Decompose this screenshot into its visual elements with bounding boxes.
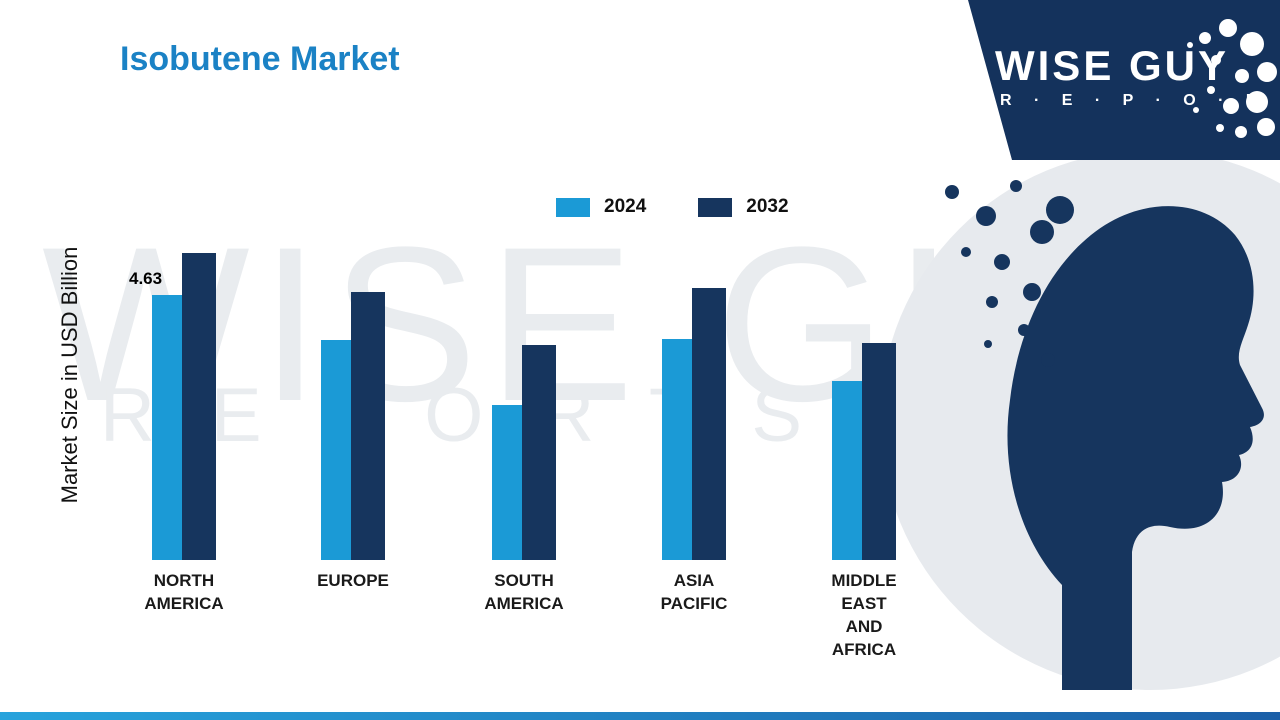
bar-group-middle-east-and-africa: MIDDLE EAST AND AFRICA: [799, 190, 929, 659]
category-label: MIDDLE EAST AND AFRICA: [831, 571, 897, 659]
legend-swatch-2032: [698, 197, 733, 217]
y-axis-label: Market Size in USD Billion: [57, 246, 82, 504]
footer-accent-stripe: [0, 712, 1280, 720]
category-label: ASIA PACIFIC: [660, 571, 728, 613]
bar-2024-europe: [321, 340, 351, 560]
legend-item-2032: 2032: [698, 196, 789, 218]
category-label: NORTH AMERICA: [144, 571, 224, 613]
legend-label-2024: 2024: [604, 196, 647, 217]
chart-legend: 2024 2032: [556, 196, 789, 218]
bar-2024-south-america: [492, 405, 522, 560]
bar-value-label: 4.63: [129, 269, 163, 288]
bar-group-europe: EUROPE: [288, 190, 418, 590]
bar-2032-europe: [351, 292, 385, 560]
legend-label-2032: 2032: [746, 196, 789, 217]
legend-swatch-2024: [556, 197, 590, 217]
bar-2024-asia-pacific: [662, 339, 692, 560]
bar-2024-north-america: [152, 295, 182, 560]
legend-item-2024: 2024: [556, 196, 646, 218]
bar-2032-north-america: [182, 253, 216, 560]
bar-2032-asia-pacific: [692, 288, 726, 560]
category-label: SOUTH AMERICA: [484, 571, 564, 613]
bar-2032-south-america: [522, 345, 556, 560]
bar-2024-middle-east-and-africa: [832, 381, 862, 560]
category-label: EUROPE: [317, 571, 389, 590]
bar-2032-middle-east-and-africa: [862, 343, 896, 560]
page-title: Isobutene Market: [120, 40, 400, 78]
bar-group-south-america: SOUTH AMERICA: [459, 190, 589, 613]
bar-group-asia-pacific: ASIA PACIFIC: [629, 190, 759, 613]
bar-group-north-america: NORTH AMERICA 4.63: [119, 190, 249, 613]
